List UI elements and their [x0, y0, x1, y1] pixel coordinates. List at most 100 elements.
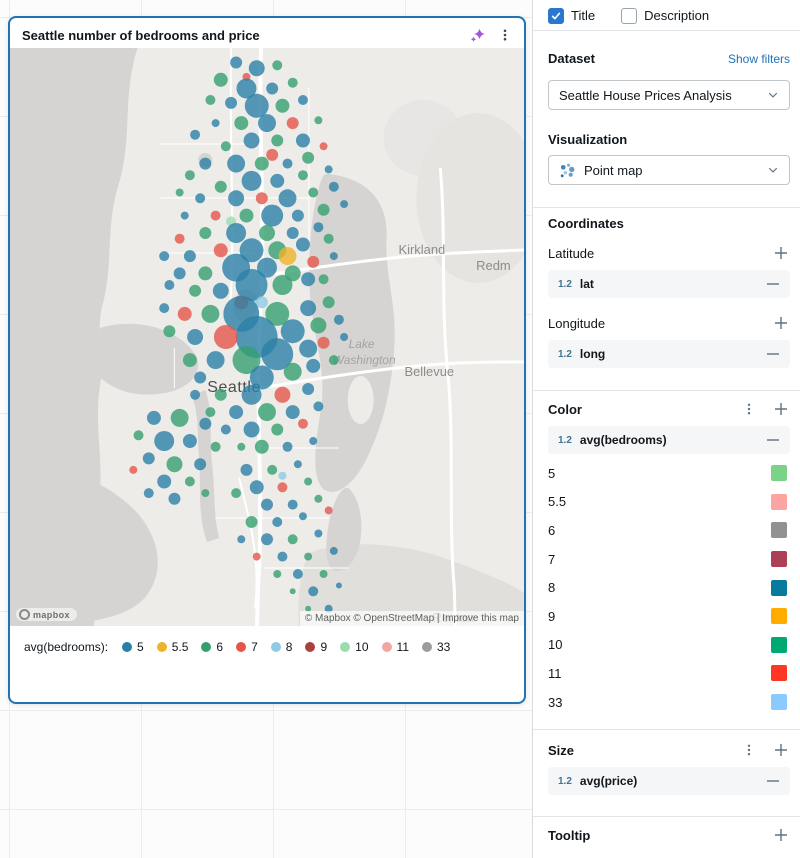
- map-point[interactable]: [166, 456, 183, 473]
- map-point[interactable]: [248, 60, 265, 77]
- dataset-select[interactable]: Seattle House Prices Analysis: [548, 80, 790, 110]
- map-point[interactable]: [159, 303, 170, 314]
- add-latitude-button[interactable]: [772, 244, 790, 262]
- map-point[interactable]: [297, 170, 308, 181]
- map-point[interactable]: [317, 203, 330, 216]
- map-point[interactable]: [205, 95, 216, 105]
- map-point[interactable]: [307, 255, 320, 268]
- map-point[interactable]: [129, 465, 138, 474]
- map-point[interactable]: [183, 250, 196, 263]
- map-point[interactable]: [255, 192, 268, 205]
- latitude-field-pill[interactable]: 1.2 lat: [548, 270, 790, 298]
- map-point[interactable]: [298, 512, 307, 521]
- map-point[interactable]: [287, 534, 298, 545]
- map-point[interactable]: [177, 306, 192, 321]
- map-point[interactable]: [297, 95, 308, 105]
- map-point[interactable]: [220, 141, 231, 152]
- map-point[interactable]: [278, 247, 297, 266]
- map-point[interactable]: [266, 148, 279, 161]
- map-point[interactable]: [243, 421, 260, 438]
- map-point[interactable]: [286, 117, 299, 130]
- color-swatch[interactable]: [771, 551, 787, 568]
- map-point[interactable]: [164, 280, 175, 290]
- map-point[interactable]: [182, 434, 197, 448]
- map-point[interactable]: [142, 452, 155, 465]
- longitude-field-pill[interactable]: 1.2 long: [548, 340, 790, 368]
- map-point[interactable]: [182, 353, 197, 368]
- map-point[interactable]: [308, 187, 319, 198]
- map-point[interactable]: [195, 193, 206, 204]
- title-checkbox-group[interactable]: Title: [548, 7, 595, 24]
- map-point[interactable]: [225, 96, 238, 109]
- map-point[interactable]: [258, 403, 276, 422]
- map-point[interactable]: [254, 156, 269, 171]
- map-point[interactable]: [261, 533, 273, 546]
- map-point[interactable]: [255, 296, 268, 309]
- color-field-pill[interactable]: 1.2 avg(bedrooms): [548, 426, 790, 454]
- map-point[interactable]: [190, 389, 201, 400]
- map-point[interactable]: [213, 243, 228, 258]
- mapbox-logo[interactable]: mapbox: [16, 608, 77, 621]
- map-point[interactable]: [201, 489, 210, 498]
- description-checkbox-group[interactable]: Description: [621, 7, 709, 24]
- map-point[interactable]: [301, 272, 316, 287]
- map-point[interactable]: [333, 314, 344, 325]
- map-point[interactable]: [252, 552, 261, 561]
- chart-card[interactable]: Seattle number of bedrooms and price: [8, 16, 526, 704]
- map-point[interactable]: [283, 362, 302, 381]
- map-point[interactable]: [184, 476, 195, 487]
- map-point[interactable]: [210, 210, 221, 221]
- map-point[interactable]: [199, 417, 212, 430]
- map-point[interactable]: [340, 200, 349, 209]
- map-point[interactable]: [229, 405, 244, 420]
- color-swatch[interactable]: [771, 694, 787, 711]
- title-checkbox[interactable]: [548, 7, 564, 24]
- map-point[interactable]: [324, 165, 333, 174]
- map-point[interactable]: [205, 407, 216, 418]
- map-point[interactable]: [235, 269, 268, 301]
- add-longitude-button[interactable]: [772, 314, 790, 332]
- add-color-button[interactable]: [772, 400, 790, 418]
- map-point[interactable]: [241, 384, 262, 405]
- map-point[interactable]: [319, 570, 328, 578]
- map-point[interactable]: [305, 605, 312, 612]
- map-point[interactable]: [239, 208, 254, 223]
- map-point[interactable]: [241, 170, 262, 191]
- map-point[interactable]: [257, 257, 277, 278]
- map-point[interactable]: [180, 211, 189, 220]
- map-point[interactable]: [285, 405, 300, 420]
- map-point[interactable]: [230, 56, 243, 69]
- map-attribution[interactable]: © Mapbox © OpenStreetMap | Improve this …: [299, 611, 524, 626]
- map-point[interactable]: [306, 358, 321, 373]
- map-point[interactable]: [261, 204, 284, 227]
- map-point[interactable]: [206, 351, 225, 370]
- map-point[interactable]: [214, 180, 227, 193]
- map-point[interactable]: [282, 158, 293, 169]
- map-point[interactable]: [270, 173, 285, 188]
- remove-size-button[interactable]: [764, 772, 782, 790]
- assistant-sparkle-icon[interactable]: [468, 25, 488, 45]
- map-point[interactable]: [329, 252, 338, 261]
- add-tooltip-button[interactable]: [772, 826, 790, 844]
- map-point[interactable]: [258, 114, 276, 133]
- map-point[interactable]: [168, 492, 181, 505]
- map-point[interactable]: [271, 423, 284, 436]
- map-point[interactable]: [274, 386, 291, 403]
- remove-color-button[interactable]: [764, 431, 782, 449]
- map-point[interactable]: [194, 371, 207, 384]
- map-point[interactable]: [133, 430, 144, 441]
- map-point[interactable]: [265, 301, 290, 326]
- map-point[interactable]: [310, 317, 327, 334]
- map-point[interactable]: [328, 355, 339, 366]
- map-point[interactable]: [317, 336, 330, 349]
- map-point[interactable]: [143, 488, 154, 499]
- map-point[interactable]: [210, 441, 221, 452]
- map-point[interactable]: [266, 82, 279, 95]
- color-swatch[interactable]: [771, 522, 787, 539]
- map-point[interactable]: [299, 339, 318, 358]
- map-point[interactable]: [289, 588, 296, 595]
- map-point[interactable]: [324, 604, 333, 613]
- add-size-button[interactable]: [772, 741, 790, 759]
- map-point[interactable]: [237, 535, 246, 544]
- map-point[interactable]: [292, 569, 303, 579]
